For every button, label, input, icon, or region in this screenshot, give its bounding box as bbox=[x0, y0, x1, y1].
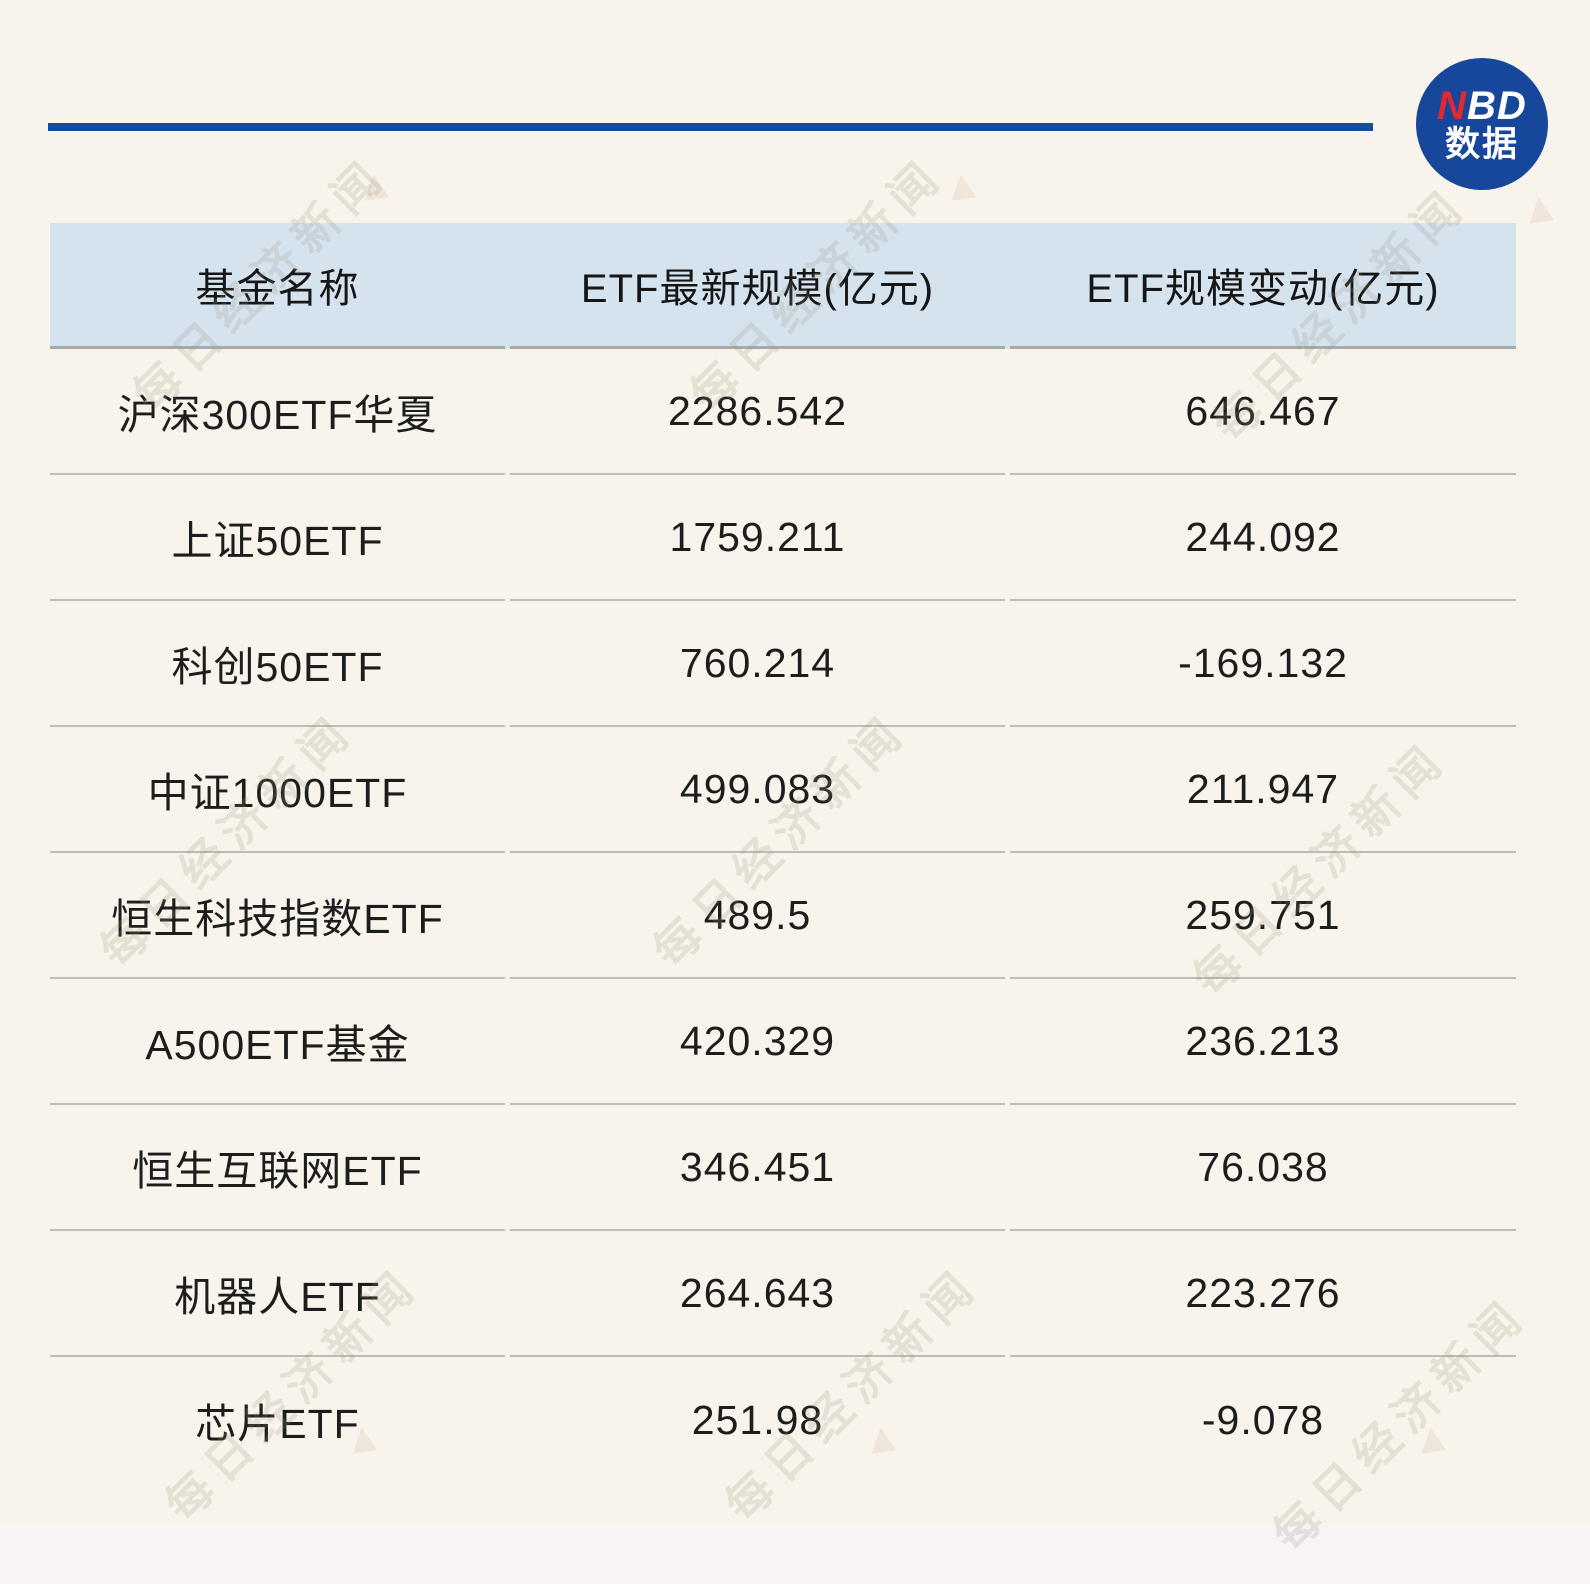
scale-change-cell: 236.213 bbox=[1010, 979, 1516, 1105]
nbd-logo-n: N bbox=[1437, 83, 1468, 128]
scale-change-cell: 259.751 bbox=[1010, 853, 1516, 979]
etf-table: 基金名称 ETF最新规模(亿元) ETF规模变动(亿元) 沪深300ETF华夏 … bbox=[50, 223, 1516, 1483]
table-row: 中证1000ETF 499.083 211.947 bbox=[50, 727, 1516, 853]
watermark-logo-mark: ▲ bbox=[938, 158, 986, 211]
latest-scale-cell: 251.98 bbox=[691, 1396, 824, 1443]
fund-name-cell: 恒生科技指数ETF bbox=[50, 853, 505, 979]
nbd-logo: NBD 数据 bbox=[1416, 58, 1548, 190]
table-row: 机器人ETF 264.643 223.276 bbox=[50, 1231, 1516, 1357]
top-rule bbox=[48, 123, 1373, 131]
latest-scale-cell: 420.329 bbox=[510, 979, 1005, 1105]
table-header-row: 基金名称 ETF最新规模(亿元) ETF规模变动(亿元) bbox=[50, 223, 1516, 349]
table-row: 芯片ETF 251.98 -9.078 bbox=[50, 1357, 1516, 1483]
bottom-tint-strip bbox=[0, 1523, 1590, 1584]
fund-name-cell: 恒生互联网ETF bbox=[50, 1105, 505, 1231]
table-row: A500ETF基金 420.329 236.213 bbox=[50, 979, 1516, 1105]
fund-name-cell: 机器人ETF bbox=[50, 1231, 505, 1357]
fund-name-cell: 科创50ETF bbox=[50, 601, 505, 727]
fund-name-cell: 中证1000ETF bbox=[50, 727, 505, 853]
watermark-logo-mark: ▲ bbox=[351, 158, 399, 211]
scale-change-cell: 646.467 bbox=[1010, 349, 1516, 475]
fund-name-cell: 上证50ETF bbox=[50, 475, 505, 601]
latest-scale-cell: 2286.542 bbox=[510, 349, 1005, 475]
scale-change-cell: -169.132 bbox=[1010, 601, 1516, 727]
header-fund-name: 基金名称 bbox=[50, 223, 505, 349]
latest-scale-cell: 1759.211 bbox=[510, 475, 1005, 601]
scale-change-cell: -9.078 bbox=[1201, 1396, 1325, 1443]
nbd-logo-line2: 数据 bbox=[1444, 124, 1519, 164]
nbd-logo-bd: BD bbox=[1467, 83, 1527, 128]
scale-change-cell: 211.947 bbox=[1010, 727, 1516, 853]
latest-scale-cell: 264.643 bbox=[510, 1231, 1005, 1357]
latest-scale-cell: 489.5 bbox=[510, 853, 1005, 979]
latest-scale-cell: 346.451 bbox=[510, 1105, 1005, 1231]
watermark-logo-mark: ▲ bbox=[1516, 181, 1564, 234]
table-row: 科创50ETF 760.214 -169.132 bbox=[50, 601, 1516, 727]
nbd-logo-line1: NBD bbox=[1437, 85, 1527, 127]
table-row: 恒生互联网ETF 346.451 76.038 bbox=[50, 1105, 1516, 1231]
fund-name-cell: 芯片ETF bbox=[195, 1401, 360, 1447]
header-scale-change: ETF规模变动(亿元) bbox=[1010, 223, 1516, 349]
table-row: 恒生科技指数ETF 489.5 259.751 bbox=[50, 853, 1516, 979]
header-latest-scale: ETF最新规模(亿元) bbox=[510, 223, 1005, 349]
scale-change-cell: 223.276 bbox=[1010, 1231, 1516, 1357]
scale-change-cell: 76.038 bbox=[1010, 1105, 1516, 1231]
fund-name-cell: A500ETF基金 bbox=[50, 979, 505, 1105]
scale-change-cell: 244.092 bbox=[1010, 475, 1516, 601]
latest-scale-cell: 499.083 bbox=[510, 727, 1005, 853]
fund-name-cell: 沪深300ETF华夏 bbox=[50, 349, 505, 475]
table-row: 上证50ETF 1759.211 244.092 bbox=[50, 475, 1516, 601]
latest-scale-cell: 760.214 bbox=[510, 601, 1005, 727]
table-row: 沪深300ETF华夏 2286.542 646.467 bbox=[50, 349, 1516, 475]
